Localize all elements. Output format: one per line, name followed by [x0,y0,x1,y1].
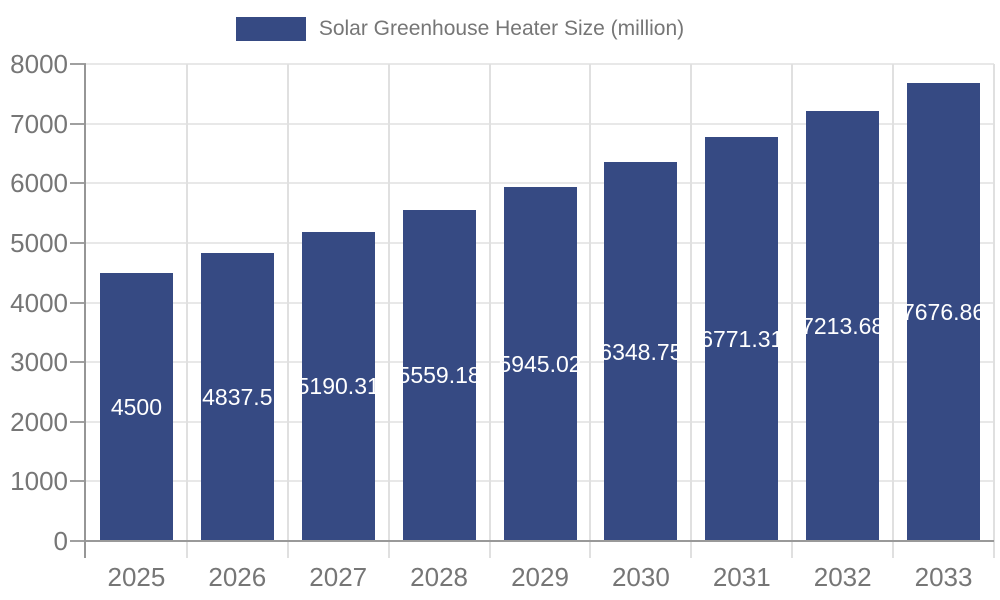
y-axis-line [84,64,86,558]
bar-value-label: 6771.31 [700,326,784,353]
bar-value-label: 5190.31 [296,373,380,400]
x-axis-tick-label: 2033 [914,562,973,592]
bar [604,162,678,541]
bar-value-label: 4837.5 [202,383,273,410]
v-gridline [387,64,390,558]
v-gridline [993,64,995,558]
x-axis-tick-label: 2029 [511,562,569,592]
y-axis-tick-label: 7000 [10,108,68,139]
y-axis-tick-label: 4000 [10,287,68,318]
y-axis-tick-label: 8000 [10,49,68,79]
v-gridline [185,64,188,558]
bar [907,83,981,541]
y-axis-tick [70,241,86,244]
x-axis-tick-label: 2028 [410,562,469,592]
y-axis-tick [70,63,86,65]
legend-label: Solar Greenhouse Heater Size (million) [318,17,685,40]
y-axis-tick [70,182,86,185]
h-gridline [86,63,994,65]
bar-value-label: 5945.02 [498,350,582,377]
bar [200,252,274,541]
bar [705,137,779,541]
v-gridline [690,64,693,558]
x-axis-tick-label: 2030 [611,562,670,592]
bar [806,110,880,541]
x-axis-tick-label: 2031 [712,562,771,592]
bar-value-label: 5559.18 [397,362,481,389]
legend-swatch [235,17,306,41]
y-axis-tick [70,361,86,364]
y-axis-tick-label: 3000 [10,347,68,378]
y-axis-tick [70,480,86,483]
bar-value-label: 4500 [110,393,163,420]
h-gridline [86,122,994,125]
y-axis-tick-label: 2000 [10,406,68,437]
bar-value-label: 7676.86 [901,299,986,326]
y-axis-tick [70,420,86,423]
y-axis-tick-label: 5000 [10,227,68,258]
bar [99,272,173,541]
legend: Solar Greenhouse Heater Size (million) [0,17,920,41]
bar-value-label: 7213.68 [801,312,885,339]
v-gridline [791,64,794,558]
bar-value-label: 6348.75 [599,338,683,365]
x-axis-tick-label: 2025 [107,562,166,592]
y-axis-tick-label: 6000 [10,168,68,199]
x-axis-tick-label: 2032 [813,562,872,592]
bar [402,209,476,541]
bar [503,186,577,541]
v-gridline [488,64,491,558]
x-axis-tick-label: 2027 [309,562,368,592]
y-axis-tick-label: 1000 [10,466,68,497]
y-axis-tick [70,540,86,542]
h-gridline [86,182,994,185]
v-gridline [589,64,592,558]
y-axis-tick-label: 0 [53,526,68,556]
y-axis-tick [70,301,86,304]
x-axis-tick-label: 2026 [208,562,267,592]
bar [301,231,375,541]
x-axis-line [86,540,994,542]
v-gridline [286,64,289,558]
v-gridline [892,64,895,558]
y-axis-tick [70,122,86,125]
